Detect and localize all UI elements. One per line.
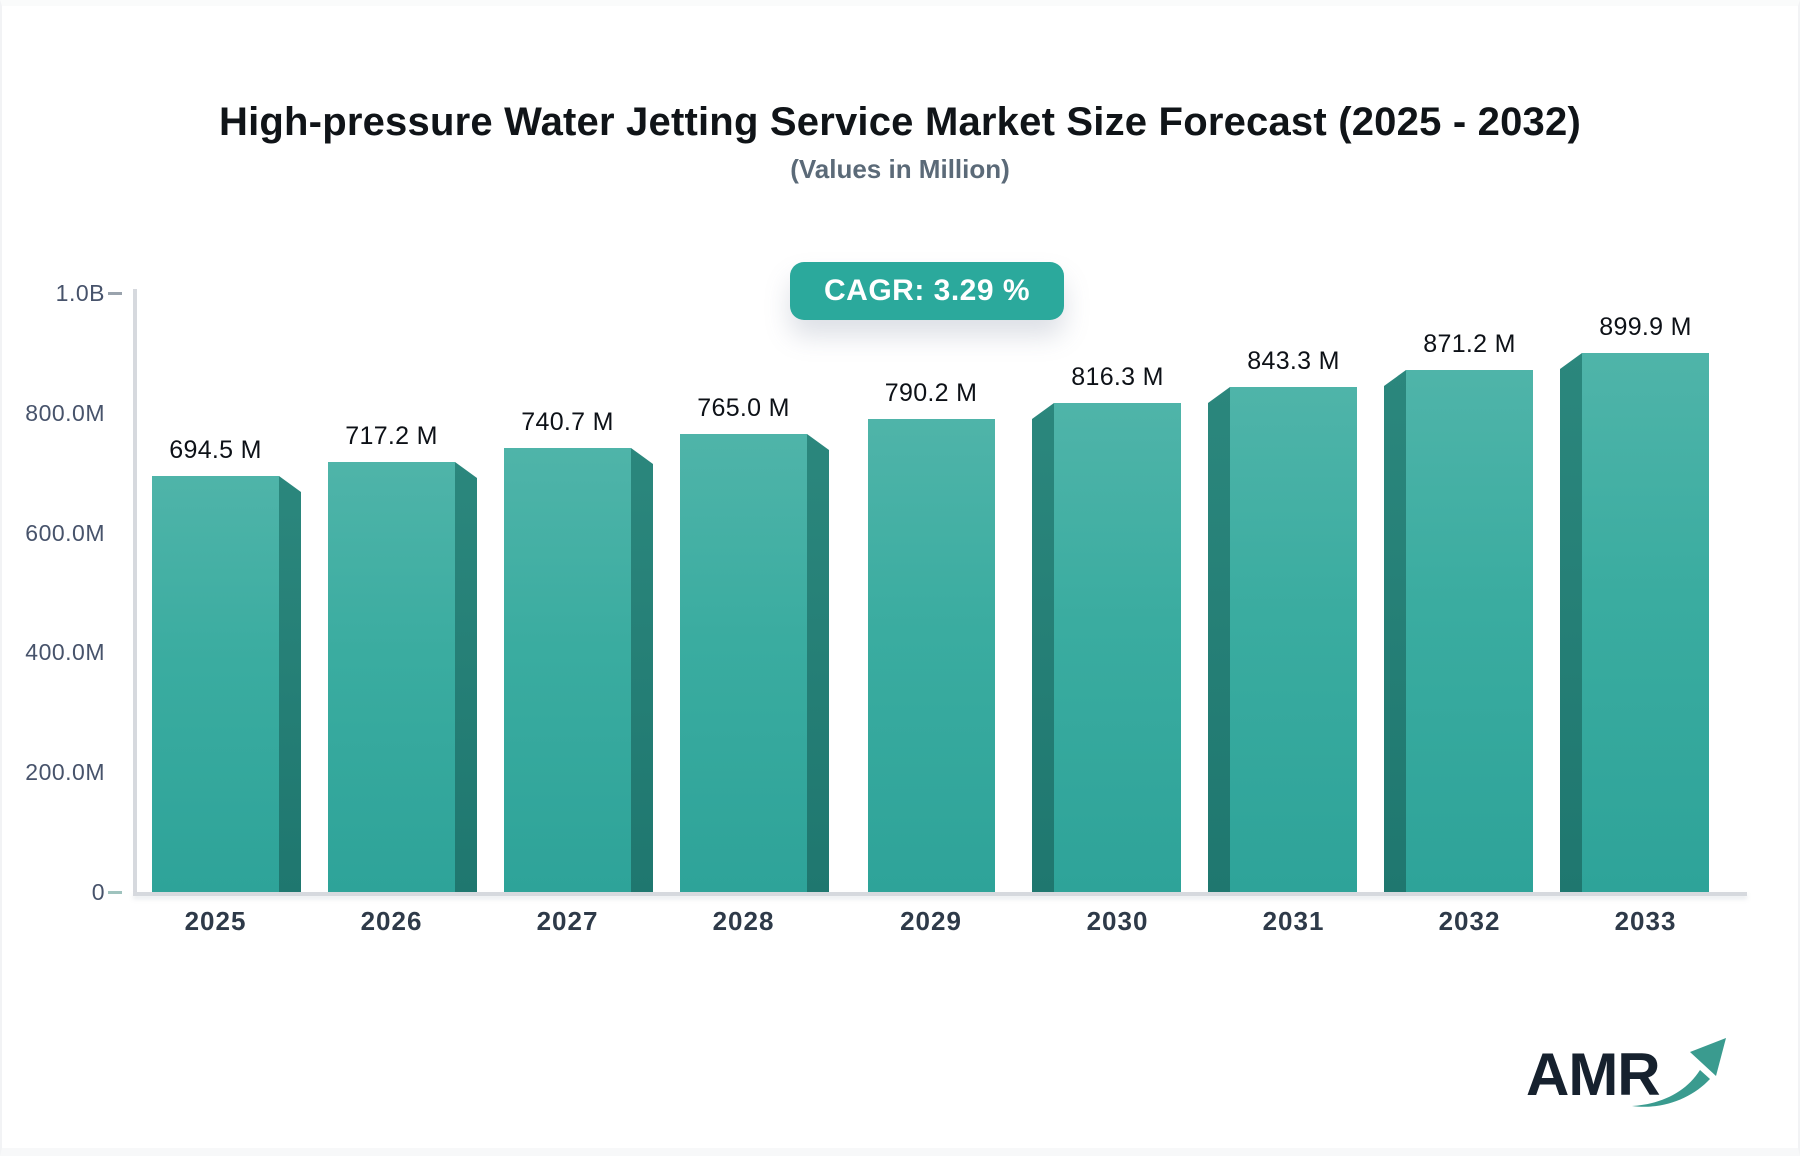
x-tick-label: 2032 [1438,906,1501,936]
x-tick-label: 2033 [1614,906,1677,936]
bar-3d-side [1208,387,1230,892]
growth-arrow-icon [1632,1038,1726,1107]
bar [504,448,631,892]
y-tick-label: 400.0M [25,639,105,666]
amr-logo: AMR [1526,1030,1726,1122]
bar [867,419,995,892]
amr-logo-text: AMR [1526,1041,1661,1108]
bar [1582,353,1709,892]
bar-group-2028: 765.0 M [680,394,830,892]
y-tick-label: 1.0B [55,280,105,306]
x-tick-label: 2025 [184,906,247,936]
bar-3d-side [1032,403,1054,892]
x-tick-label: 2029 [900,906,962,936]
bar-value-label: 740.7 M [521,408,614,436]
bar-value-label: 694.5 M [169,436,262,464]
y-axis-line [133,289,137,896]
bar-value-label: 790.2 M [884,379,978,407]
bar-3d-side [807,434,829,892]
bar-group-2032: 871.2 M [1384,330,1534,892]
bar [1054,403,1181,892]
cagr-badge: CAGR: 3.29 % [790,262,1065,320]
y-tick-label: 200.0M [25,759,105,786]
x-tick-label: 2031 [1262,906,1325,936]
bar-value-label: 765.0 M [697,394,790,422]
x-tick-label: 2030 [1086,906,1149,936]
bar-3d-side [1384,370,1406,892]
bar [680,434,807,892]
bar [152,476,279,892]
y-tick-dash [108,890,122,894]
bar [328,462,455,892]
x-tick-label: 2028 [712,906,775,936]
bar-value-label: 899.9 M [1599,313,1692,341]
bar [1406,370,1533,892]
y-tick-label: 600.0M [25,519,105,546]
bar-group-2027: 740.7 M [504,408,654,892]
bar-value-label: 843.3 M [1247,347,1340,375]
x-axis-line [133,892,1747,896]
bar-value-label: 871.2 M [1423,330,1516,358]
y-tick-dash [108,291,122,295]
bar-3d-side [1560,353,1582,892]
x-tick-label: 2027 [536,906,599,936]
y-tick-label: 800.0M [25,399,105,426]
chart-title: High-pressure Water Jetting Service Mark… [219,100,1581,144]
bar-3d-side [455,462,477,892]
x-tick-label: 2026 [360,906,423,936]
bar-group-2026: 717.2 M [328,422,478,892]
bar-3d-side [279,476,301,892]
bar [1230,387,1357,892]
chart-subtitle: (Values in Million) [790,154,1010,184]
bar-value-label: 717.2 M [345,422,438,450]
bar-value-label: 816.3 M [1071,363,1164,391]
bar-group-2031: 843.3 M [1208,347,1358,892]
bar-group-2030: 816.3 M [1032,363,1182,892]
bar-group-2025: 694.5 M [152,436,302,892]
bar-3d-side [631,448,653,892]
bar-group-2033: 899.9 M [1560,313,1710,892]
y-tick-label: 0 [91,879,105,905]
bar-group-2029: 790.2 M [856,379,1006,892]
